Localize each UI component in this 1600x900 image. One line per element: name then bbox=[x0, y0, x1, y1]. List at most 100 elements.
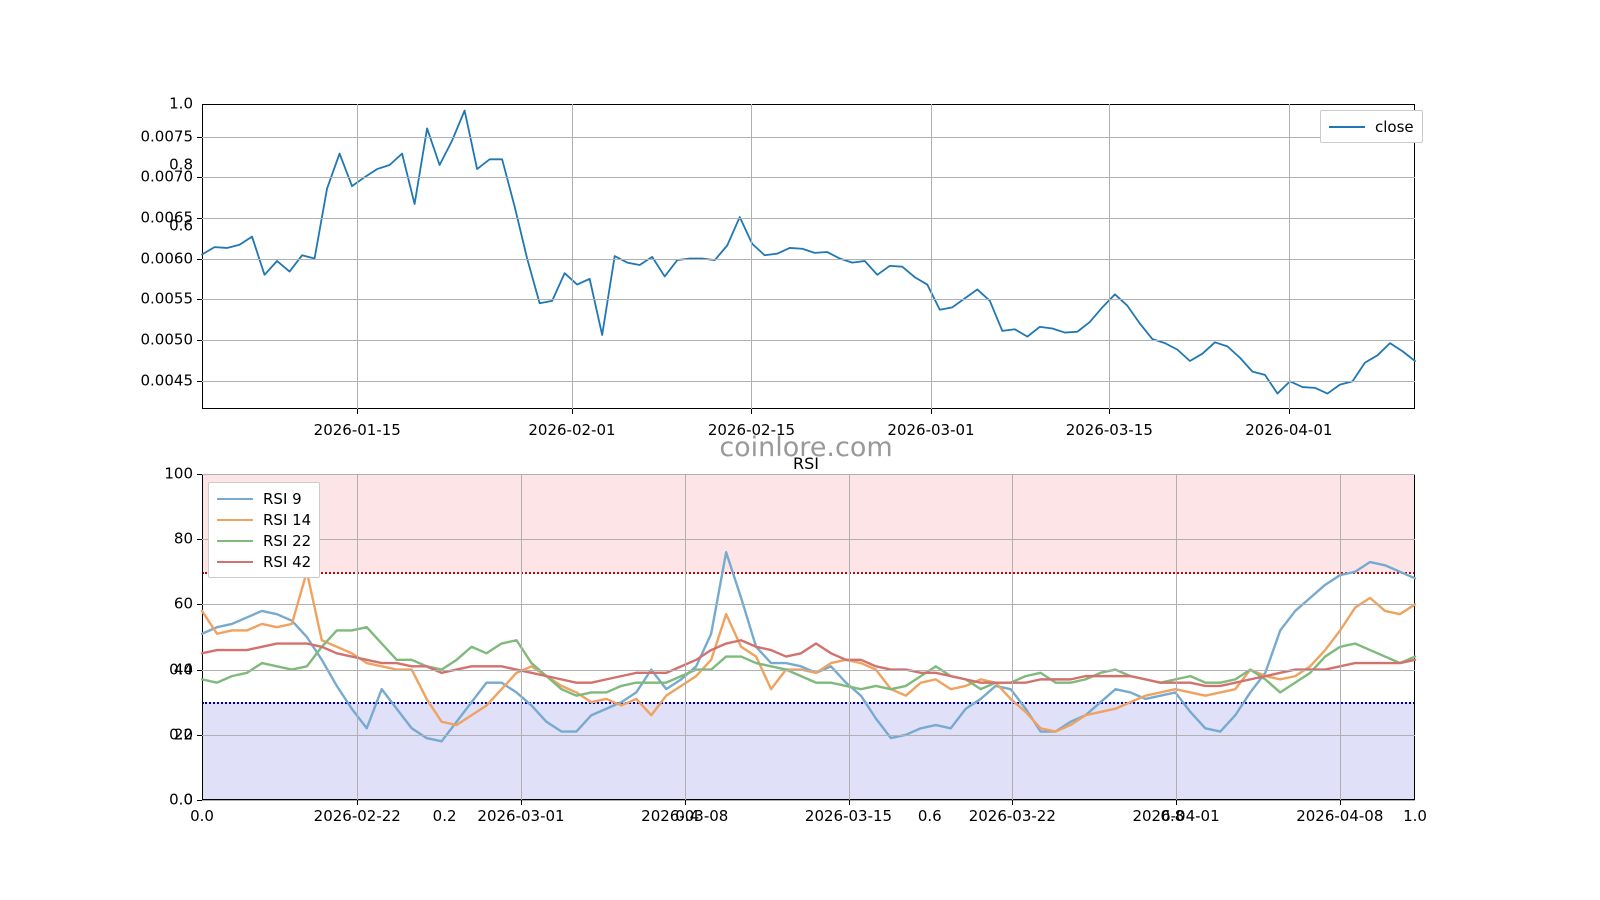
rsi-x-tickmark bbox=[848, 800, 850, 805]
watermark-coinlore: coinlore.com bbox=[719, 432, 893, 463]
rsi-y-tick-label: 40 bbox=[173, 660, 193, 679]
price-y-tick-label: 0.0060 bbox=[140, 249, 194, 268]
price-x-tickmark bbox=[1109, 409, 1111, 414]
price-y-tick-label: 0.0070 bbox=[140, 167, 194, 186]
series-line-rsi-14 bbox=[200, 570, 1417, 733]
price-y-tickmark bbox=[197, 177, 202, 179]
legend-entry-label: RSI 42 bbox=[263, 552, 312, 571]
price-x-tickmark bbox=[931, 409, 932, 414]
legend-entry-label: RSI 9 bbox=[263, 489, 302, 508]
gridline-vertical bbox=[571, 104, 573, 409]
price-x-tickmark bbox=[751, 409, 753, 414]
gridline-vertical bbox=[1109, 104, 1111, 409]
legend-swatch-icon bbox=[1329, 125, 1365, 128]
gridline-vertical bbox=[931, 104, 932, 409]
rsi-x-tickmark bbox=[1012, 800, 1014, 805]
price-x-tickmark bbox=[1288, 409, 1290, 414]
price-x-tick-label: 2026-03-01 bbox=[887, 421, 975, 439]
gridline-vertical bbox=[357, 474, 359, 800]
price-y-tick-label: 0.0065 bbox=[140, 208, 194, 227]
rsi-y-tickmark bbox=[197, 734, 202, 736]
rsi-x-tick-label: 2026-04-08 bbox=[1296, 807, 1384, 825]
price-y-tickmark bbox=[197, 380, 202, 382]
gridline-vertical bbox=[1288, 104, 1290, 409]
rsi-x-tickmark bbox=[684, 800, 686, 805]
price-y-overlay-tick-label: 0.6 bbox=[169, 216, 193, 235]
rsi-x-overlay-tick-label: 0.2 bbox=[432, 807, 457, 825]
overbought-threshold-line bbox=[202, 571, 1415, 574]
rsi-x-tick-label: 2026-03-22 bbox=[968, 807, 1056, 825]
rsi-y-tickmark bbox=[197, 604, 202, 606]
gridline-vertical bbox=[684, 474, 686, 800]
gridline-vertical bbox=[751, 104, 753, 409]
legend-swatch-icon bbox=[217, 518, 253, 521]
rsi-chart-axes bbox=[200, 474, 1417, 801]
gridline-vertical bbox=[357, 104, 359, 409]
rsi-x-tick-label: 2026-02-22 bbox=[313, 807, 401, 825]
rsi-x-overlay-tick-label: 0.0 bbox=[190, 807, 214, 825]
gridline-horizontal bbox=[202, 217, 1415, 219]
gridline-horizontal bbox=[202, 604, 1415, 606]
rsi-y-tick-label: 20 bbox=[173, 725, 193, 744]
price-y-tick-label: 0.0050 bbox=[140, 330, 194, 349]
legend-entry-label: close bbox=[1375, 117, 1414, 136]
price-y-overlay-tick-label: 0.8 bbox=[169, 155, 193, 174]
rsi-x-tick-label: 2026-03-15 bbox=[804, 807, 893, 825]
overbought-band bbox=[202, 474, 1415, 572]
rsi-y-tick-label: 0 bbox=[183, 790, 193, 809]
legend-entry-rsi-9[interactable]: RSI 9 bbox=[217, 488, 311, 509]
gridline-vertical bbox=[848, 474, 850, 800]
rsi-x-tickmark bbox=[1176, 800, 1178, 805]
price-x-tick-label: 2026-02-01 bbox=[528, 421, 616, 439]
price-y-tickmark bbox=[197, 339, 202, 341]
rsi-x-overlay-tick-label: 0.4 bbox=[675, 807, 700, 825]
price-y-tickmark bbox=[197, 136, 202, 138]
price-x-tick-label: 2026-01-15 bbox=[313, 421, 401, 439]
price-y-tickmark bbox=[197, 258, 202, 260]
price-x-tick-label: 2026-04-01 bbox=[1245, 421, 1333, 439]
rsi-line-plot bbox=[200, 551, 1417, 743]
legend-entry-close[interactable]: close bbox=[1329, 116, 1414, 137]
rsi-x-tickmark bbox=[521, 800, 523, 805]
legend-entry-rsi-42[interactable]: RSI 42 bbox=[217, 551, 311, 572]
price-legend[interactable]: close bbox=[1320, 110, 1423, 143]
rsi-x-tickmark bbox=[1339, 800, 1341, 805]
legend-entry-label: RSI 14 bbox=[263, 510, 312, 529]
legend-entry-rsi-22[interactable]: RSI 22 bbox=[217, 530, 311, 551]
gridline-vertical bbox=[1176, 474, 1178, 800]
rsi-y-overlay-tick-label: 0.0 bbox=[169, 790, 193, 809]
legend-swatch-icon bbox=[217, 560, 253, 563]
price-y-tick-label: 0.0045 bbox=[140, 371, 194, 390]
price-x-tick-label: 2026-02-15 bbox=[707, 421, 796, 439]
price-chart-axes bbox=[201, 104, 1416, 409]
rsi-panel-title: RSI bbox=[793, 454, 819, 473]
rsi-y-overlay-tick-label: 0.4 bbox=[169, 660, 193, 679]
gridline-horizontal bbox=[202, 136, 1415, 138]
gridline-vertical bbox=[1339, 474, 1341, 800]
price-x-tick-label: 2026-03-15 bbox=[1065, 421, 1153, 439]
gridline-horizontal bbox=[202, 177, 1415, 179]
gridline-horizontal bbox=[202, 669, 1415, 671]
rsi-y-overlay-tick-label: 0.2 bbox=[169, 725, 193, 744]
rsi-x-overlay-tick-label: 0.8 bbox=[1160, 807, 1185, 825]
rsi-legend[interactable]: RSI 9 RSI 14 RSI 22 RSI 42 bbox=[208, 482, 321, 578]
gridline-vertical bbox=[1012, 474, 1014, 800]
gridline-horizontal bbox=[202, 474, 1415, 475]
legend-entry-rsi-14[interactable]: RSI 14 bbox=[217, 509, 311, 530]
gridline-horizontal bbox=[202, 800, 1415, 801]
series-line-rsi-22 bbox=[200, 626, 1417, 697]
legend-entry-label: RSI 22 bbox=[263, 531, 312, 550]
gridline-horizontal bbox=[202, 339, 1415, 341]
gridline-horizontal bbox=[202, 539, 1415, 541]
rsi-y-tickmark bbox=[197, 474, 202, 475]
rsi-y-tick-label: 80 bbox=[173, 529, 193, 548]
gridline-horizontal bbox=[202, 299, 1415, 301]
price-x-tickmark bbox=[357, 409, 359, 414]
price-line-plot bbox=[201, 109, 1416, 395]
gridline-horizontal bbox=[202, 734, 1415, 736]
rsi-y-tick-label: 60 bbox=[173, 594, 193, 613]
rsi-x-overlay-tick-label: 0.6 bbox=[917, 807, 942, 825]
series-line-rsi-42 bbox=[200, 639, 1417, 688]
rsi-y-tickmark bbox=[197, 800, 202, 801]
